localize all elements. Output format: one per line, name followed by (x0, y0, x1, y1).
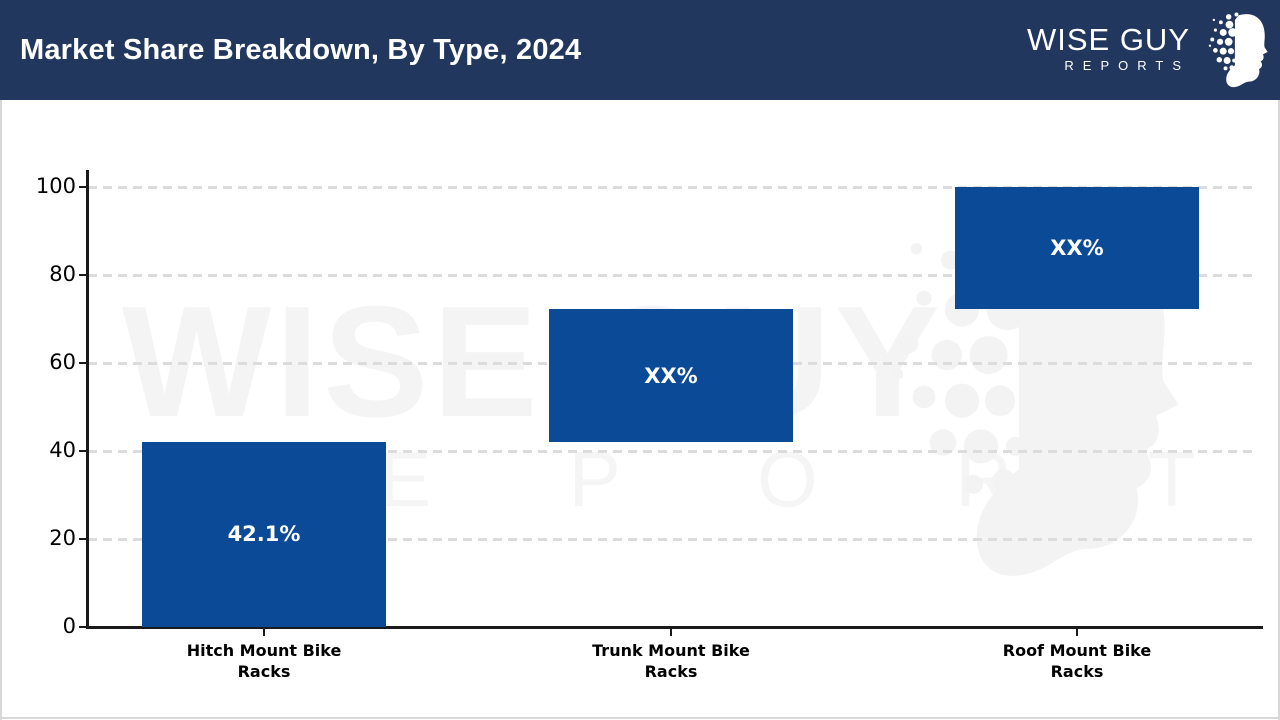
x-tick-2 (669, 628, 673, 636)
gridline-40 (88, 449, 1253, 453)
page-border-bottom (0, 717, 1280, 719)
logo-subtitle: REPORTS (1064, 58, 1190, 73)
y-tick-60 (79, 361, 87, 365)
y-tick-0 (79, 625, 87, 629)
y-tick-label-0: 0 (62, 614, 76, 638)
wiseguy-logo: WISE GUY REPORTS (1027, 7, 1270, 93)
bar-1: 42.1% (142, 441, 386, 627)
gridline-80 (88, 273, 1253, 277)
gridline-100 (88, 185, 1253, 189)
bar-3: XX% (955, 187, 1199, 310)
y-tick-80 (79, 273, 87, 277)
x-category-label: Roof Mount Bike Racks (1002, 641, 1152, 681)
logo-wordmark: WISE GUY (1026, 22, 1190, 57)
x-tick-1 (262, 628, 266, 636)
x-category-label: Trunk Mount Bike Racks (592, 641, 750, 681)
header-bar: Market Share Breakdown, By Type, 2024 WI… (0, 0, 1280, 100)
y-tick-label-80: 80 (49, 262, 76, 286)
x-axis-line (86, 626, 1263, 629)
page-border-right (1278, 100, 1280, 720)
y-axis-line (86, 170, 89, 628)
y-tick-label-20: 20 (49, 526, 76, 550)
y-tick-label-40: 40 (49, 438, 76, 462)
bar-value-label: XX% (1050, 236, 1104, 261)
page-title: Market Share Breakdown, By Type, 2024 (20, 33, 582, 66)
y-tick-40 (79, 449, 87, 453)
bar-value-label: XX% (644, 363, 698, 388)
bar-value-label: 42.1% (227, 522, 301, 547)
x-category-label: Hitch Mount Bike Racks (186, 641, 342, 681)
y-tick-100 (79, 185, 87, 189)
wiseguy-logo-text: WISE GUY REPORTS (1027, 24, 1190, 72)
y-tick-label-100: 100 (35, 174, 76, 198)
y-tick-label-60: 60 (49, 350, 76, 374)
bar-2: XX% (549, 309, 793, 442)
wiseguy-face-icon (1208, 12, 1268, 88)
page-border-left (0, 100, 2, 720)
y-tick-20 (79, 537, 87, 541)
x-tick-3 (1075, 628, 1079, 636)
gridline-20 (88, 537, 1253, 541)
